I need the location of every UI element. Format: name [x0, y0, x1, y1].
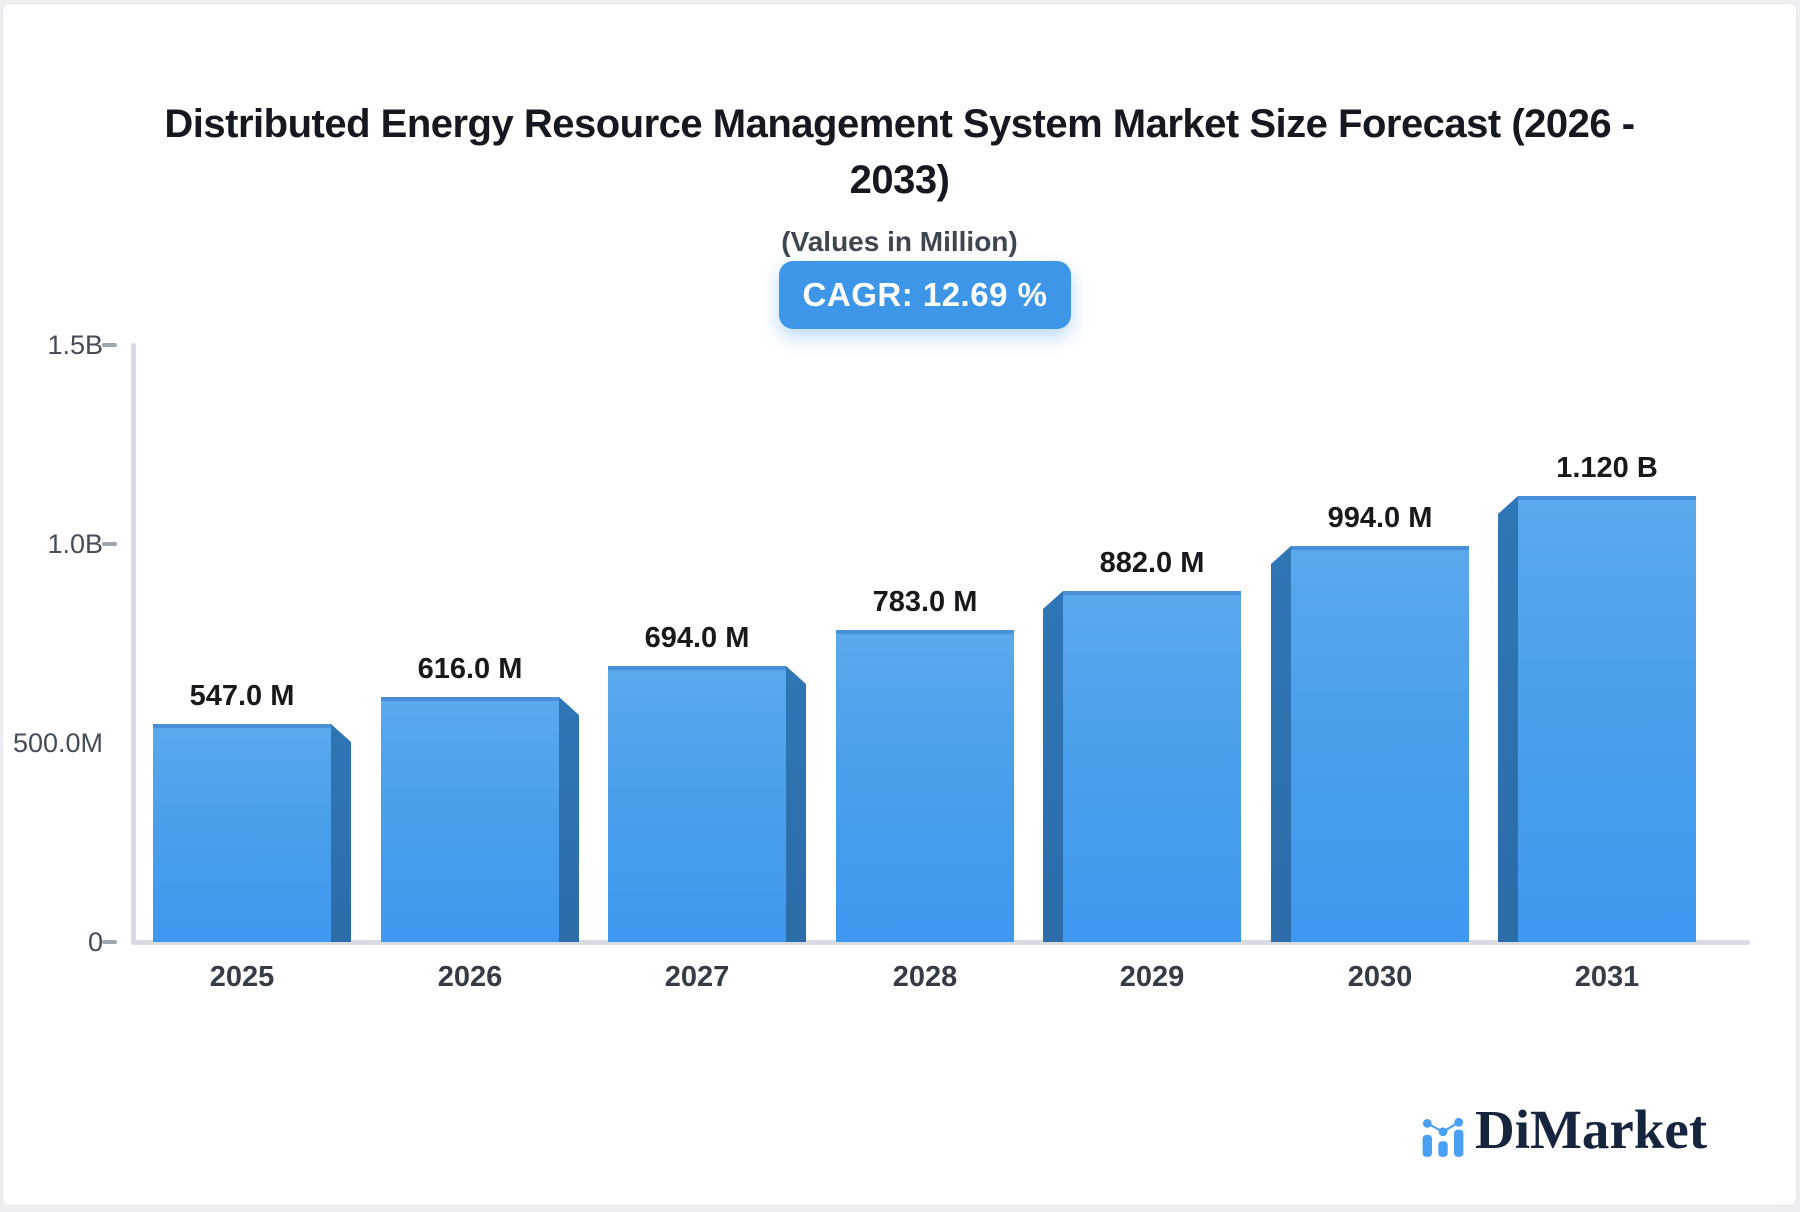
- cagr-badge: CAGR: 12.69 %: [779, 261, 1071, 329]
- bar-side-2025: [331, 724, 351, 942]
- y-axis-tick-dash: [102, 542, 117, 546]
- x-axis-label-2029: 2029: [1119, 961, 1185, 993]
- x-axis-line: [131, 940, 1750, 945]
- page-title-line2: 2033): [849, 158, 950, 202]
- y-axis-label: 1.5B: [47, 330, 103, 360]
- bar-side-2029: [1043, 591, 1063, 942]
- page-title: Distributed Energy Resource Management S…: [3, 96, 1796, 208]
- bar-value-label: 882.0 M: [1099, 547, 1205, 579]
- bar-face-2030[interactable]: [1291, 546, 1469, 942]
- chart-card: Distributed Energy Resource Management S…: [2, 3, 1797, 1206]
- y-axis-line: [131, 343, 136, 945]
- bar-value-label: 1.120 B: [1556, 452, 1658, 484]
- x-axis-label-2028: 2028: [892, 961, 958, 993]
- y-axis-label: 1.0B: [47, 529, 103, 559]
- bar-value-label: 994.0 M: [1327, 502, 1433, 534]
- y-axis-label: 500.0M: [12, 728, 103, 758]
- bar-side-2027: [786, 666, 806, 942]
- brand-logo-text: DiMarket: [1475, 1099, 1708, 1160]
- dimarket-logo-icon: [1422, 1117, 1464, 1157]
- bar-value-label: 783.0 M: [872, 586, 978, 618]
- x-axis-label-2031: 2031: [1574, 961, 1640, 993]
- bar-side-2026: [559, 697, 579, 942]
- bar-face-2025[interactable]: [153, 724, 331, 942]
- bar-face-2027[interactable]: [608, 666, 786, 942]
- bar-value-label: 547.0 M: [189, 680, 295, 712]
- x-axis-label-2027: 2027: [664, 961, 730, 993]
- bar-face-2029[interactable]: [1063, 591, 1241, 942]
- y-axis-tick-dash: [102, 940, 117, 944]
- brand-logo: DiMarket: [1421, 1098, 1707, 1158]
- plot-area: 1.5B 1.0B 500.0M 0 547.0 M 2025 616.0 M 2026 694…: [3, 4, 1796, 1205]
- bar-value-label: 694.0 M: [644, 622, 750, 654]
- x-axis-label-2025: 2025: [209, 961, 275, 993]
- page-title-line1: Distributed Energy Resource Management S…: [164, 102, 1635, 146]
- bar-face-2026[interactable]: [381, 697, 559, 942]
- y-axis-label: 0: [87, 927, 103, 957]
- x-axis-label-2026: 2026: [437, 961, 503, 993]
- bar-side-2030: [1271, 546, 1291, 942]
- bar-face-2028[interactable]: [836, 630, 1014, 942]
- bar-face-2031[interactable]: [1518, 496, 1696, 942]
- y-axis-tick-dash: [102, 343, 117, 347]
- bar-side-2031: [1498, 496, 1518, 942]
- bar-value-label: 616.0 M: [417, 653, 523, 685]
- x-axis-label-2030: 2030: [1347, 961, 1413, 993]
- chart-subtitle: (Values in Million): [781, 226, 1018, 257]
